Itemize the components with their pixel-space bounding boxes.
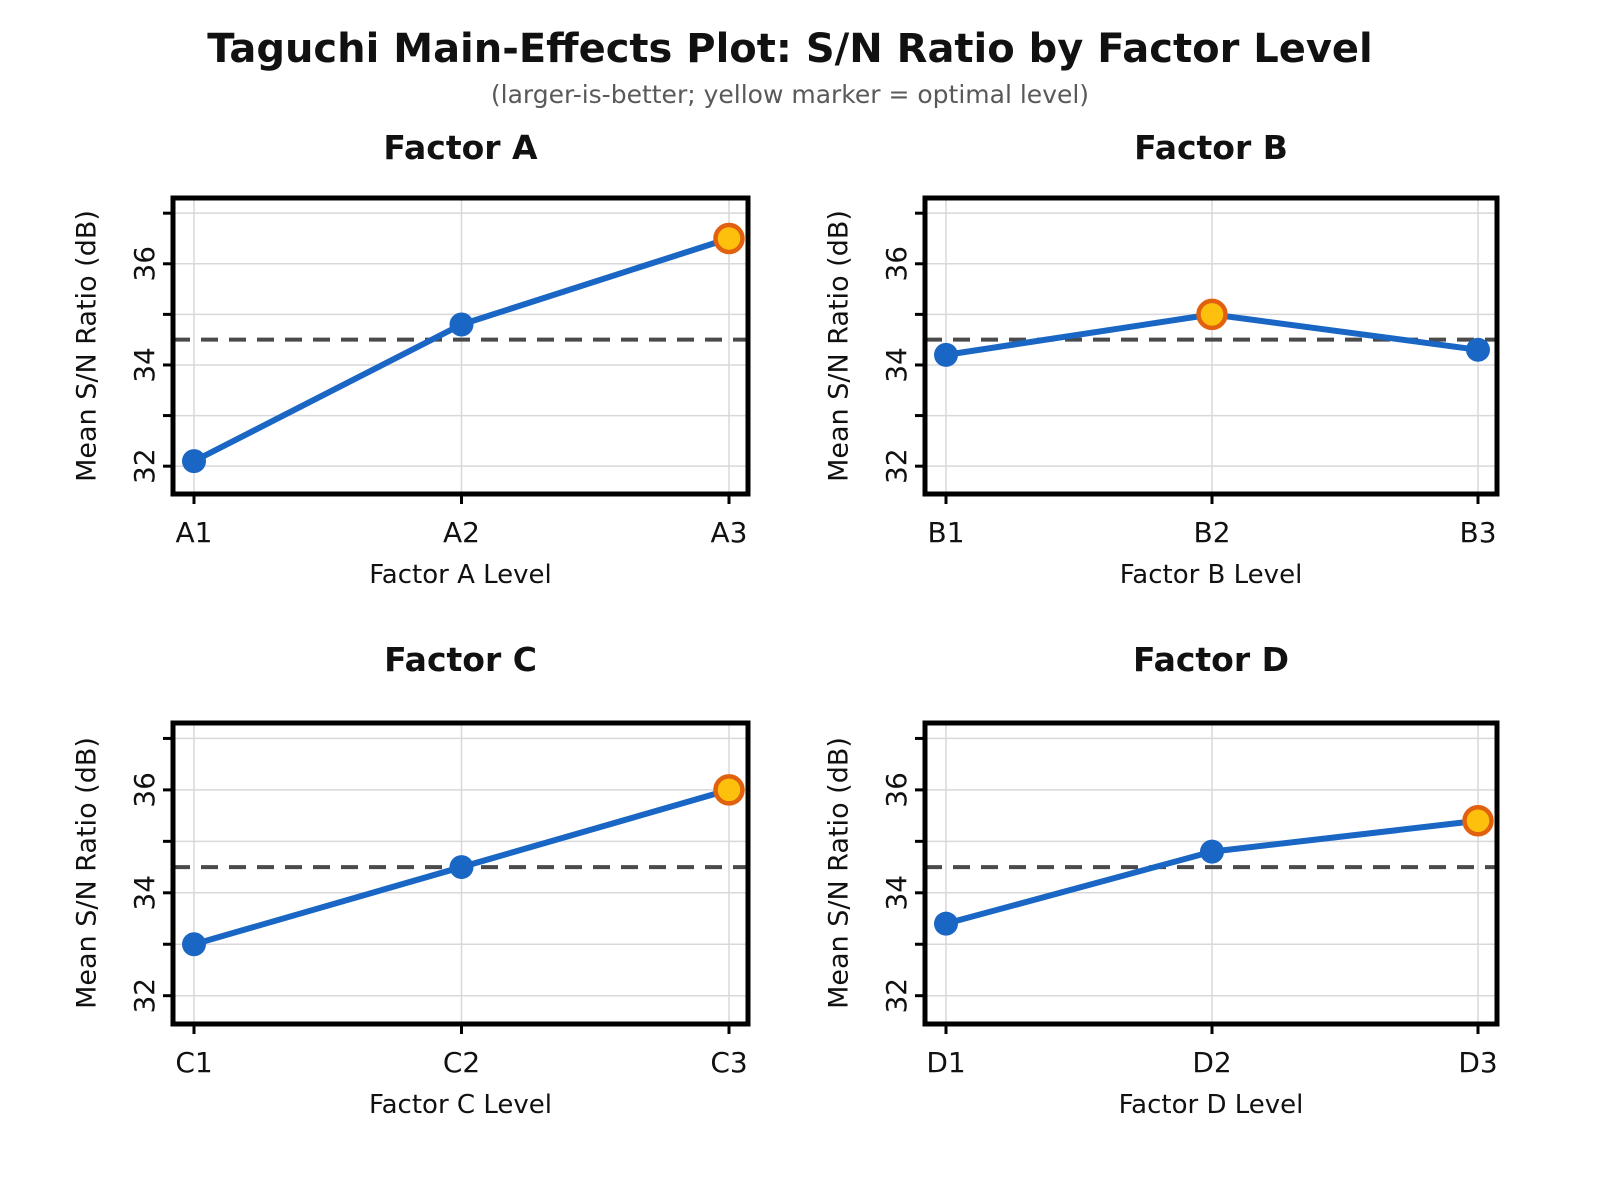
data-marker-b1 bbox=[934, 342, 958, 367]
optimal-marker-d3 bbox=[1462, 805, 1494, 837]
data-marker-b3 bbox=[1466, 337, 1490, 362]
data-marker-a1 bbox=[182, 449, 206, 474]
y-tick-label: 32 bbox=[880, 978, 913, 1014]
x-tick-label: D2 bbox=[1192, 1046, 1231, 1079]
y-tick-label: 34 bbox=[128, 875, 161, 911]
x-tick-label: C1 bbox=[175, 1046, 212, 1079]
subplot-factor-b-y-axis-label: Mean S/N Ratio (dB) bbox=[823, 210, 855, 482]
x-tick-label: A3 bbox=[711, 516, 748, 549]
x-tick-label: C2 bbox=[443, 1046, 480, 1079]
subplot-factor-b-x-axis-label: Factor B Level bbox=[1119, 560, 1303, 590]
data-marker-d2 bbox=[1200, 839, 1224, 864]
subplot-factor-c-x-axis-label: Factor C Level bbox=[369, 1090, 552, 1120]
x-tick-label: B3 bbox=[1459, 516, 1496, 549]
data-marker-c1 bbox=[182, 932, 206, 957]
subplot-factor-a-plot-area: 32 34 36 A1 A2 A3 bbox=[128, 195, 751, 549]
subplot-factor-c-plot-area: 32 34 36 C1 C2 C3 bbox=[128, 720, 751, 1079]
figure-title: Taguchi Main-Effects Plot: S/N Ratio by … bbox=[207, 26, 1373, 72]
subplot-factor-a-y-axis-label: Mean S/N Ratio (dB) bbox=[71, 210, 103, 482]
subplot-factor-b-title: Factor B bbox=[1134, 128, 1288, 167]
y-tick-label: 32 bbox=[128, 448, 161, 484]
y-tick-label: 34 bbox=[880, 347, 913, 383]
x-tick-label: A2 bbox=[443, 516, 480, 549]
subplot-factor-d-y-axis-label: Mean S/N Ratio (dB) bbox=[823, 737, 855, 1009]
x-tick-label: B2 bbox=[1193, 516, 1230, 549]
y-tick-label: 34 bbox=[880, 875, 913, 911]
y-tick-label: 34 bbox=[128, 347, 161, 383]
subplot-factor-a: Factor A Mean S/N Ratio (dB) 32 34 36 A1 A2 A… bbox=[58, 125, 763, 600]
figure-subtitle: (larger-is-better; yellow marker = optim… bbox=[490, 80, 1090, 109]
subplot-factor-c-title: Factor C bbox=[384, 640, 537, 679]
data-marker-c2 bbox=[449, 855, 474, 880]
x-tick-label: D1 bbox=[926, 1046, 965, 1079]
subplot-factor-d: Factor D Mean S/N Ratio (dB) 32 34 36 D1 D2 D… bbox=[810, 640, 1512, 1125]
optimal-marker-c3 bbox=[713, 774, 745, 806]
subplot-factor-d-x-axis-label: Factor D Level bbox=[1118, 1090, 1304, 1120]
data-marker-a2 bbox=[449, 312, 474, 337]
subplot-factor-b-plot-area: 32 34 36 B1 B2 B3 bbox=[880, 195, 1500, 549]
subplot-factor-c-y-axis-label: Mean S/N Ratio (dB) bbox=[71, 737, 103, 1009]
plot-frame bbox=[922, 720, 1500, 1027]
subplot-factor-a-x-axis-label: Factor A Level bbox=[369, 560, 552, 590]
x-tick-label: D3 bbox=[1458, 1046, 1497, 1079]
plot-frame bbox=[170, 195, 751, 497]
subplot-factor-a-title: Factor A bbox=[383, 128, 538, 167]
y-tick-label: 36 bbox=[880, 246, 913, 282]
subplot-factor-d-plot-area: 32 34 36 D1 D2 D3 bbox=[880, 720, 1500, 1079]
y-tick-label: 36 bbox=[128, 246, 161, 282]
y-tick-label: 36 bbox=[128, 772, 161, 808]
plot-frame bbox=[922, 195, 1500, 497]
optimal-marker-b2 bbox=[1196, 298, 1228, 331]
optimal-marker-a3 bbox=[713, 222, 745, 255]
subplot-factor-c: Factor C Mean S/N Ratio (dB) 32 34 36 C1 C2 C… bbox=[58, 640, 763, 1125]
subplot-factor-d-title: Factor D bbox=[1132, 640, 1290, 679]
subplot-factor-b: Factor B Mean S/N Ratio (dB) 32 34 36 B1 B2 B… bbox=[810, 125, 1512, 600]
y-tick-label: 32 bbox=[128, 978, 161, 1014]
x-tick-label: C3 bbox=[710, 1046, 747, 1079]
data-marker-d1 bbox=[934, 911, 958, 936]
y-tick-label: 32 bbox=[880, 448, 913, 484]
plot-frame bbox=[170, 720, 751, 1027]
x-tick-label: A1 bbox=[176, 516, 213, 549]
x-tick-label: B1 bbox=[927, 516, 964, 549]
y-tick-label: 36 bbox=[880, 772, 913, 808]
